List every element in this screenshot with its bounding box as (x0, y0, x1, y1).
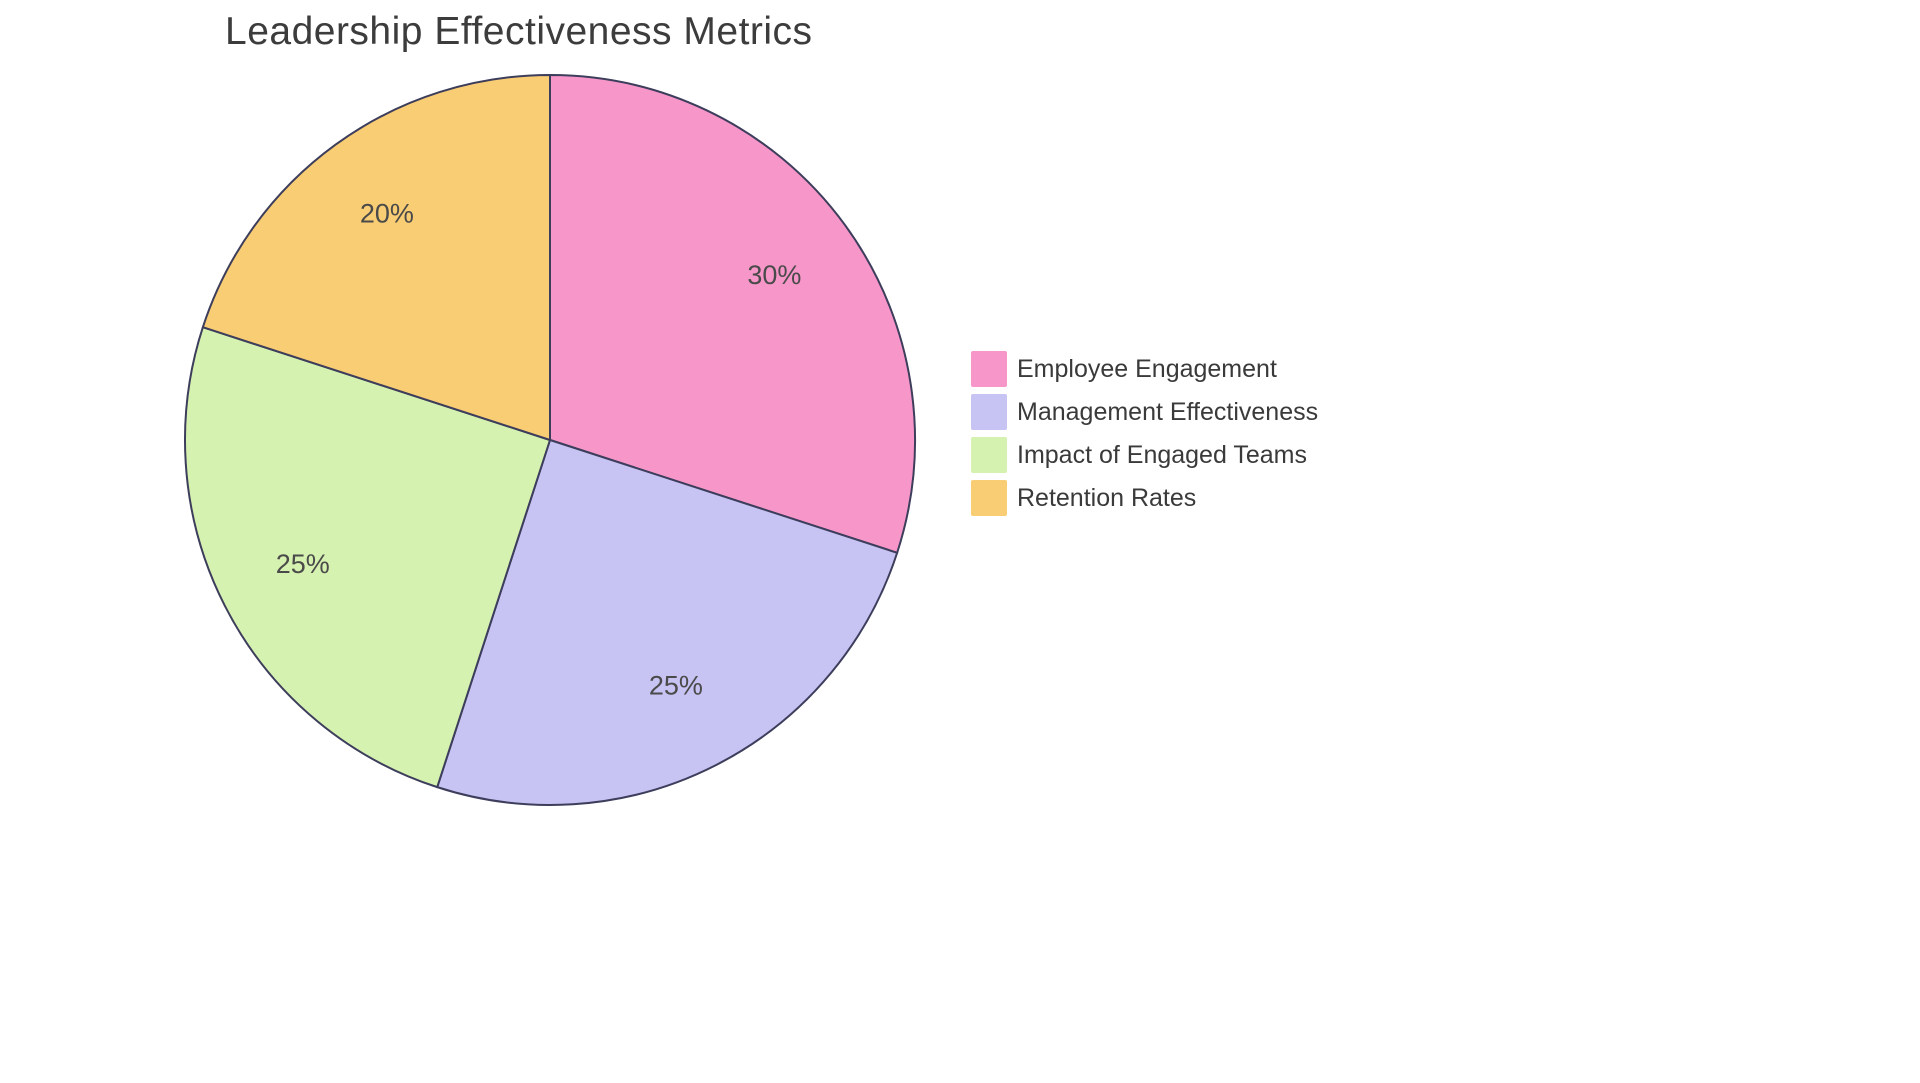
legend-label-3: Retention Rates (1017, 483, 1197, 512)
pie-slice-1 (436, 439, 899, 806)
pie-slice-label-2: 25% (276, 549, 330, 579)
legend-swatch-2 (971, 437, 1007, 473)
legend-item-3: Retention Rates (971, 480, 1318, 516)
pie-slice-3 (201, 74, 551, 441)
legend-swatch-0 (971, 351, 1007, 387)
legend-label-0: Employee Engagement (1017, 354, 1277, 383)
legend-label-2: Impact of Engaged Teams (1017, 440, 1307, 469)
pie-slice-label-1: 25% (649, 670, 703, 700)
legend-swatch-1 (971, 394, 1007, 430)
pie-slice-label-3: 20% (360, 199, 414, 229)
legend: Employee Engagement Management Effectiven… (971, 351, 1318, 516)
chart-title: Leadership Effectiveness Metrics (225, 10, 813, 53)
legend-item-1: Management Effectiveness (971, 394, 1318, 430)
pie-slice-0 (549, 74, 916, 554)
legend-swatch-3 (971, 480, 1007, 516)
pie-slice-label-0: 30% (747, 260, 801, 290)
legend-item-2: Impact of Engaged Teams (971, 437, 1318, 473)
pie-slice-2 (184, 326, 551, 789)
legend-label-1: Management Effectiveness (1017, 397, 1319, 426)
legend-item-0: Employee Engagement (971, 351, 1318, 387)
